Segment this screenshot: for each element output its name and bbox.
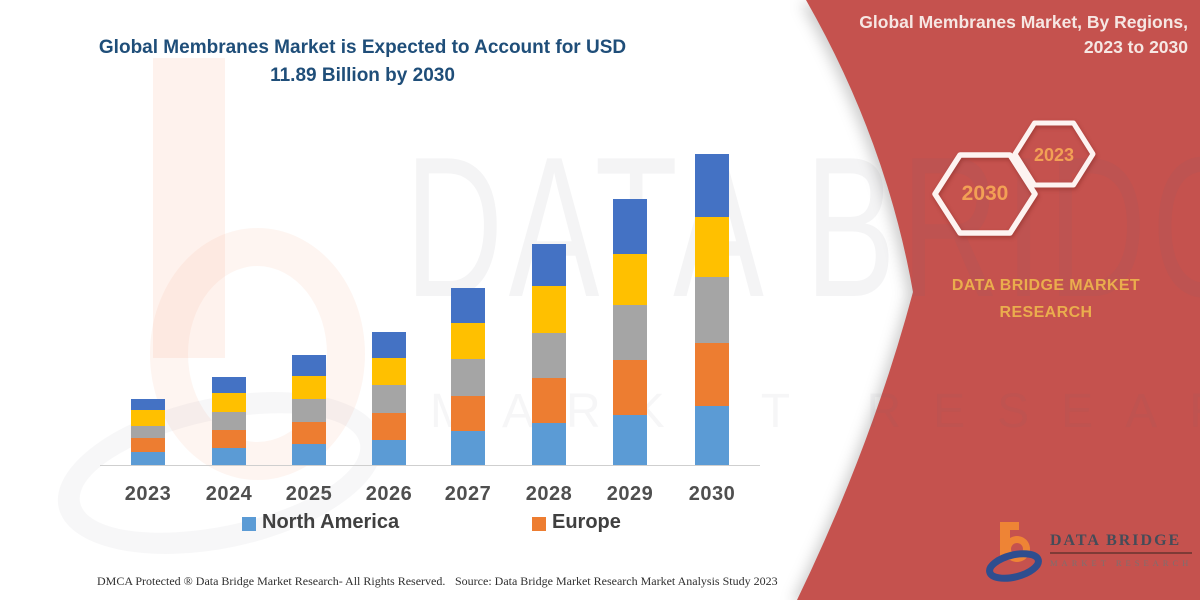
x-axis-label-2024: 2024 bbox=[205, 483, 253, 505]
legend-label: Europe bbox=[552, 511, 621, 533]
chart-title: Global Membranes Market is Expected to A… bbox=[98, 37, 627, 86]
x-axis-label-2023: 2023 bbox=[124, 483, 172, 505]
databridge-logo-icon bbox=[986, 522, 1042, 582]
segment-series-4-2026 bbox=[372, 357, 406, 386]
segment-North America-2025 bbox=[292, 444, 326, 465]
segment-Europe-2025 bbox=[292, 421, 326, 445]
segment-series-3-2029 bbox=[613, 305, 647, 360]
segment-North America-2030 bbox=[695, 405, 729, 465]
segment-Europe-2030 bbox=[695, 342, 729, 406]
bar-2024 bbox=[212, 377, 246, 465]
segment-Europe-2023 bbox=[131, 438, 165, 452]
segment-series-3-2026 bbox=[372, 385, 406, 413]
segment-series-3-2024 bbox=[212, 411, 246, 431]
logo-subtitle: MARKET RESEARCH bbox=[1050, 558, 1193, 568]
x-axis-label-2027: 2027 bbox=[444, 483, 492, 505]
segment-series-5-2023 bbox=[131, 399, 165, 411]
x-axis-label-2029: 2029 bbox=[606, 483, 654, 505]
segment-series-4-2025 bbox=[292, 376, 326, 399]
bar-2025 bbox=[292, 354, 326, 465]
segment-North America-2023 bbox=[131, 451, 165, 465]
x-axis-label-2030: 2030 bbox=[688, 483, 736, 505]
segment-series-5-2025 bbox=[292, 354, 326, 377]
logo-name: DATA BRIDGE bbox=[1050, 532, 1193, 554]
segment-series-5-2024 bbox=[212, 377, 246, 394]
hexagon-2023-label: 2023 bbox=[1033, 145, 1075, 165]
segment-Europe-2024 bbox=[212, 430, 246, 448]
brand-text: DATA BRIDGE MARKET RESEARCH bbox=[951, 277, 1141, 321]
footer-dmca-text: DMCA Protected ® Data Bridge Market Rese… bbox=[97, 574, 446, 588]
segment-series-4-2028 bbox=[532, 286, 566, 333]
segment-North America-2024 bbox=[212, 447, 246, 465]
bar-2023 bbox=[131, 399, 165, 465]
segment-series-3-2023 bbox=[131, 426, 165, 439]
segment-Europe-2026 bbox=[372, 412, 406, 440]
segment-series-4-2023 bbox=[131, 410, 165, 427]
x-axis-label-2028: 2028 bbox=[525, 483, 573, 505]
segment-Europe-2028 bbox=[532, 378, 566, 423]
segment-series-3-2027 bbox=[451, 359, 485, 396]
segment-Europe-2029 bbox=[613, 359, 647, 415]
segment-series-5-2027 bbox=[451, 287, 485, 323]
bar-2026 bbox=[372, 332, 406, 465]
hexagon-2030-label: 2030 bbox=[961, 182, 1009, 205]
legend-item-europe: Europe bbox=[532, 511, 621, 534]
segment-series-5-2026 bbox=[372, 332, 406, 358]
red-panel-path bbox=[797, 0, 1200, 600]
segment-series-5-2029 bbox=[613, 198, 647, 254]
bar-2029 bbox=[613, 198, 647, 465]
segment-series-5-2028 bbox=[532, 243, 566, 287]
sidebar-title: Global Membranes Market, By Regions, 202… bbox=[859, 12, 1188, 57]
segment-series-4-2029 bbox=[613, 253, 647, 306]
segment-series-4-2024 bbox=[212, 393, 246, 412]
x-axis-line bbox=[100, 465, 760, 466]
x-axis-label-2025: 2025 bbox=[285, 483, 333, 505]
segment-series-4-2027 bbox=[451, 322, 485, 360]
segment-series-5-2030 bbox=[695, 153, 729, 217]
legend-swatch-icon bbox=[532, 516, 546, 531]
logo-text-block: DATA BRIDGE MARKET RESEARCH bbox=[1050, 532, 1193, 568]
hexagon-2023 bbox=[1012, 120, 1096, 188]
segment-series-4-2030 bbox=[695, 216, 729, 277]
segment-series-3-2028 bbox=[532, 332, 566, 379]
segment-Europe-2027 bbox=[451, 395, 485, 431]
footer-source-text: Source: Data Bridge Market Research Mark… bbox=[455, 574, 778, 588]
segment-North America-2028 bbox=[532, 422, 566, 465]
x-axis-label-2026: 2026 bbox=[365, 483, 413, 505]
legend-label: North America bbox=[262, 511, 400, 533]
segment-North America-2027 bbox=[451, 430, 485, 465]
segment-series-3-2030 bbox=[695, 276, 729, 343]
segment-North America-2029 bbox=[613, 414, 647, 465]
bar-2027 bbox=[451, 287, 485, 465]
legend-swatch-icon bbox=[242, 516, 256, 531]
hexagon-2030 bbox=[932, 152, 1038, 236]
legend-item-north-america: North America bbox=[242, 511, 399, 534]
databridge-logo: DATA BRIDGE MARKET RESEARCH bbox=[986, 520, 1193, 582]
bar-2030 bbox=[695, 153, 729, 465]
bar-2028 bbox=[532, 243, 566, 465]
segment-series-3-2025 bbox=[292, 398, 326, 422]
segment-North America-2026 bbox=[372, 439, 406, 465]
